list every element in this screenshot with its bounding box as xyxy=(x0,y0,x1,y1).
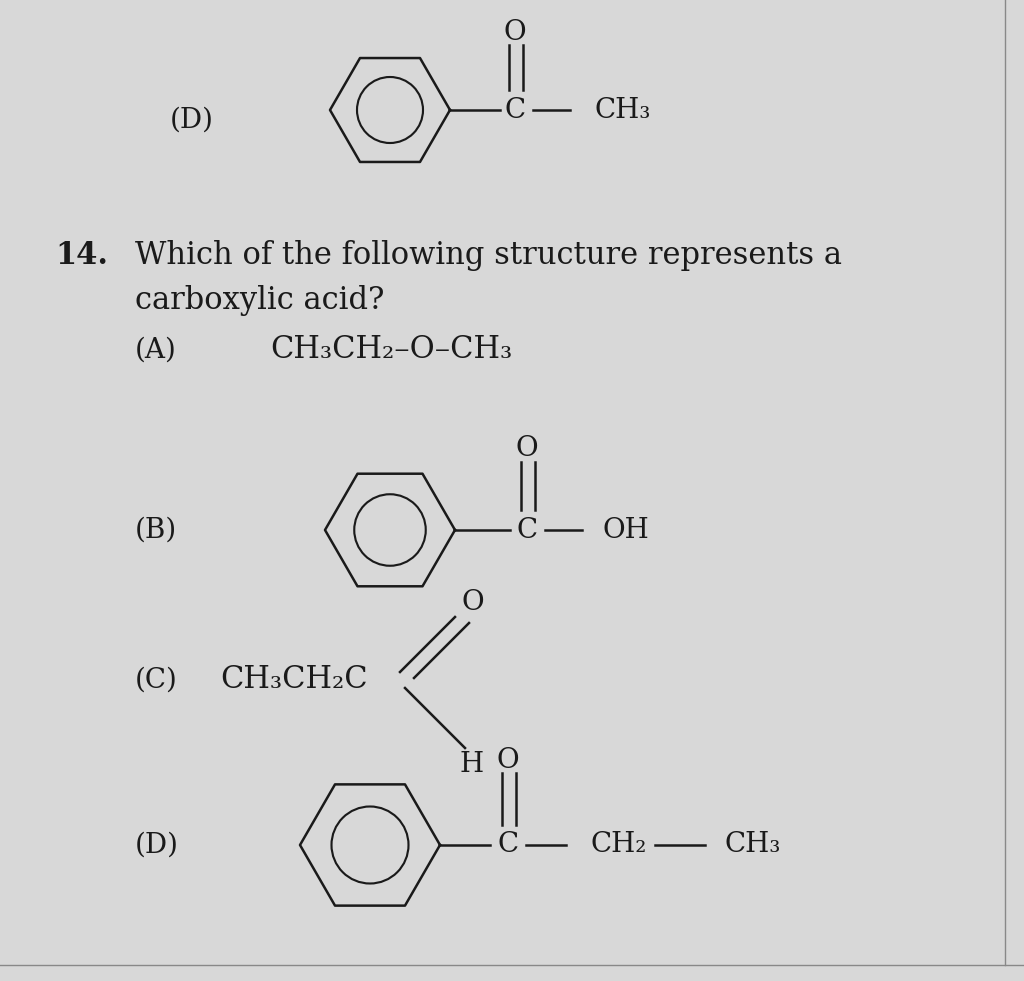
Text: CH₃CH₂–O–CH₃: CH₃CH₂–O–CH₃ xyxy=(270,335,512,366)
Text: CH₃CH₂C: CH₃CH₂C xyxy=(220,664,368,696)
Text: O: O xyxy=(516,435,539,461)
Text: O: O xyxy=(497,747,519,773)
Text: CH₂: CH₂ xyxy=(590,832,646,858)
Text: C: C xyxy=(498,832,518,858)
Text: (D): (D) xyxy=(170,107,214,133)
Text: carboxylic acid?: carboxylic acid? xyxy=(135,285,384,316)
Text: (B): (B) xyxy=(135,517,177,543)
Text: H: H xyxy=(460,751,484,779)
Text: Which of the following structure represents a: Which of the following structure represe… xyxy=(135,240,842,271)
Text: C: C xyxy=(505,96,525,124)
Text: (D): (D) xyxy=(135,832,179,858)
Text: OH: OH xyxy=(602,517,649,543)
Text: (A): (A) xyxy=(135,336,177,364)
Text: (C): (C) xyxy=(135,666,178,694)
Text: CH₃: CH₃ xyxy=(725,832,781,858)
Text: C: C xyxy=(516,517,538,543)
Text: 14.: 14. xyxy=(55,240,108,271)
Text: CH₃: CH₃ xyxy=(595,96,651,124)
Text: O: O xyxy=(462,590,484,616)
Text: O: O xyxy=(504,19,526,45)
